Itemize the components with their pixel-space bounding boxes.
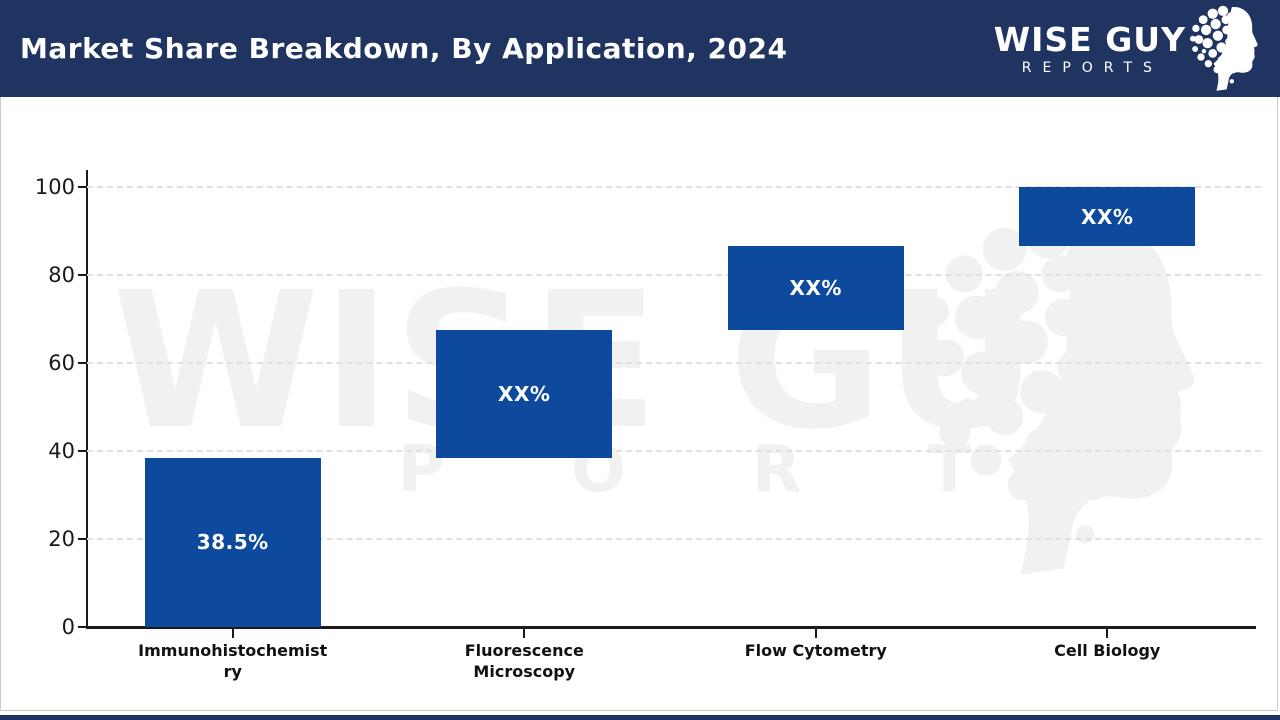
- y-tick-mark: [78, 538, 87, 540]
- brand-subtitle: REPORTS: [1021, 59, 1163, 76]
- y-tick-mark: [78, 362, 87, 364]
- page-title: Market Share Breakdown, By Application, …: [20, 32, 788, 65]
- x-tick-mark: [231, 629, 234, 638]
- y-tick-mark: [78, 626, 87, 628]
- wise-guy-head-icon: [1190, 5, 1258, 91]
- bar-value-label: XX%: [498, 381, 551, 406]
- x-tick-label-line: Cell Biology: [1054, 641, 1161, 660]
- y-tick-mark: [78, 450, 87, 452]
- x-tick-mark: [814, 629, 817, 638]
- gridline-y-40: [87, 450, 1261, 452]
- x-tick-label-line: ry: [223, 662, 242, 681]
- x-axis-line: [86, 626, 1256, 629]
- y-tick-label: 80: [48, 263, 75, 287]
- x-tick-label-line: Immunohistochemist: [138, 641, 328, 660]
- y-axis-line: [86, 170, 88, 628]
- x-tick-label-line: Fluorescence: [464, 641, 584, 660]
- x-tick-label-1: Immunohistochemist ry: [83, 640, 383, 682]
- y-tick-mark: [78, 274, 87, 276]
- x-tick-mark: [1106, 629, 1109, 638]
- gridline-y-100: [87, 186, 1261, 188]
- y-tick-label: 60: [48, 351, 75, 375]
- y-tick-label: 100: [34, 175, 75, 199]
- gridline-y-20: [87, 538, 1261, 540]
- footer-bar: [0, 715, 1280, 720]
- x-tick-mark: [523, 629, 526, 638]
- bar-flow-cytometry: XX%: [727, 246, 904, 330]
- gridline-y-80: [87, 274, 1261, 276]
- bar-value-label: XX%: [1081, 204, 1134, 229]
- y-tick-mark: [78, 186, 87, 188]
- x-tick-label-4: Cell Biology: [957, 640, 1257, 661]
- bar-value-label: XX%: [789, 276, 842, 301]
- x-tick-label-line: Microscopy: [473, 662, 576, 681]
- header-bar: Market Share Breakdown, By Application, …: [0, 0, 1280, 97]
- bar-value-label: 38.5%: [196, 530, 269, 555]
- y-tick-label: 0: [61, 615, 75, 639]
- x-tick-label-3: Flow Cytometry: [666, 640, 966, 661]
- gridline-y-60: [87, 362, 1261, 364]
- brand-name: WISE GUY: [993, 19, 1186, 59]
- brand-logo: WISE GUY REPORTS: [994, 5, 1264, 93]
- y-tick-label: 40: [48, 439, 75, 463]
- x-tick-label-2: Fluorescence Microscopy: [374, 640, 674, 682]
- bar-fluorescence-microscopy: XX%: [436, 330, 613, 458]
- bar-immunohistochemistry: 38.5%: [144, 457, 321, 627]
- y-tick-label: 20: [48, 527, 75, 551]
- x-tick-label-line: Flow Cytometry: [744, 641, 887, 660]
- brand-logo-text: WISE GUY REPORTS: [994, 23, 1186, 75]
- bar-cell-biology: XX%: [1019, 187, 1196, 247]
